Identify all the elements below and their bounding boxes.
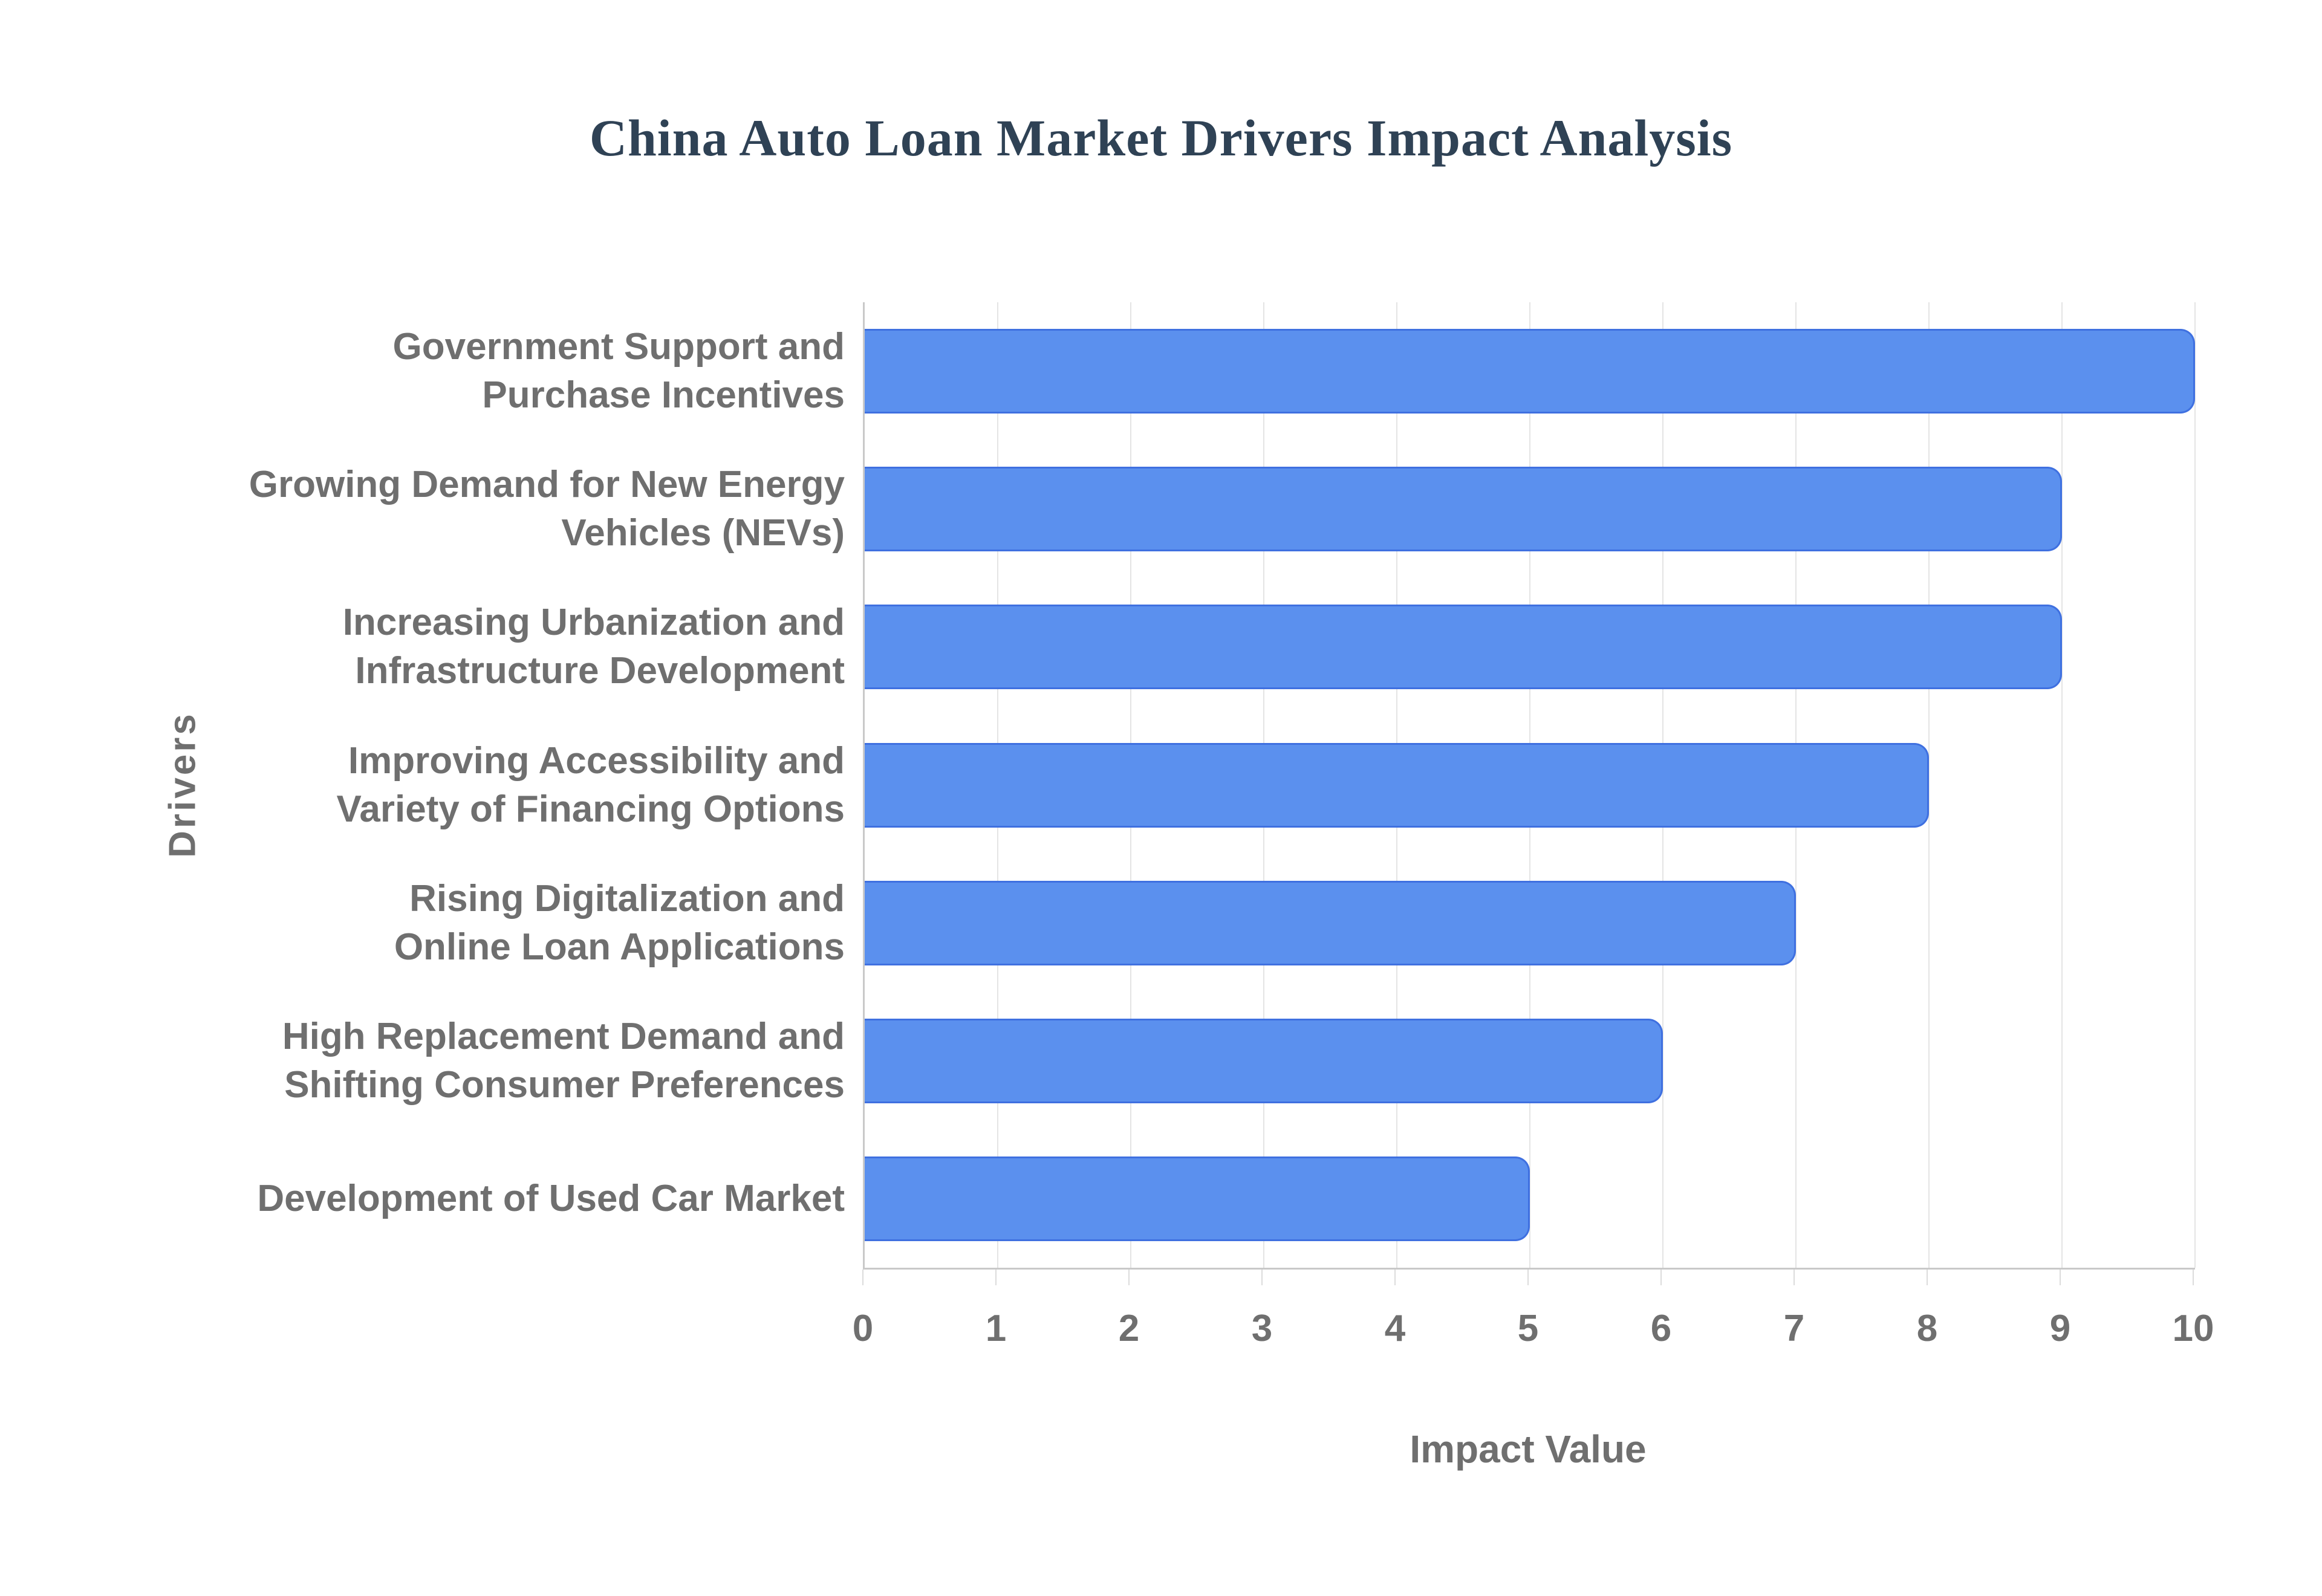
bar-2 xyxy=(865,467,2062,552)
bar-3 xyxy=(865,605,2062,690)
tick-mark-x-1 xyxy=(995,1270,997,1285)
y-axis-label-line: Purchase Incentives xyxy=(482,374,845,417)
x-tick-label-7: 7 xyxy=(1783,1308,1805,1349)
x-tick-label-6: 6 xyxy=(1650,1308,1672,1349)
y-axis-label-line: Increasing Urbanization and xyxy=(342,602,845,644)
y-axis-label-line: Online Loan Applications xyxy=(394,926,845,968)
y-axis-label-line: Development of Used Car Market xyxy=(257,1177,845,1219)
gridline-x-10 xyxy=(2194,302,2196,1268)
x-axis-title: Impact Value xyxy=(1410,1427,1647,1471)
x-tick-label-5: 5 xyxy=(1517,1308,1539,1349)
tick-mark-x-10 xyxy=(2193,1270,2194,1285)
y-axis-label-line: Government Support and xyxy=(392,326,845,368)
x-tick-label-4: 4 xyxy=(1384,1308,1406,1349)
y-axis-label-7: Development of Used Car Market xyxy=(0,1175,845,1223)
y-axis-label-line: High Replacement Demand and xyxy=(282,1015,845,1057)
x-tick-label-3: 3 xyxy=(1251,1308,1273,1349)
gridline-x-9 xyxy=(2061,302,2063,1268)
y-axis-label-6: High Replacement Demand and Shifting Cons… xyxy=(0,1013,845,1109)
y-axis-label-3: Increasing Urbanization and Infrastructur… xyxy=(0,598,845,695)
bar-7 xyxy=(865,1156,1530,1241)
y-axis-label-5: Rising Digitalization and Online Loan App… xyxy=(0,875,845,972)
x-tick-label-2: 2 xyxy=(1118,1308,1140,1349)
x-tick-label-8: 8 xyxy=(1916,1308,1938,1349)
bar-1 xyxy=(865,329,2195,414)
plot-area xyxy=(863,302,2196,1270)
y-axis-label-line: Vehicles (NEVs) xyxy=(561,512,845,554)
gridline-x-8 xyxy=(1928,302,1930,1268)
x-tick-label-1: 1 xyxy=(985,1308,1007,1349)
tick-mark-x-0 xyxy=(862,1270,863,1285)
tick-mark-x-9 xyxy=(2060,1270,2061,1285)
x-tick-label-9: 9 xyxy=(2049,1308,2071,1349)
bar-4 xyxy=(865,742,1929,828)
tick-mark-x-6 xyxy=(1660,1270,1662,1285)
tick-mark-x-4 xyxy=(1394,1270,1396,1285)
tick-mark-x-8 xyxy=(1927,1270,1928,1285)
y-axis-label-1: Government Support and Purchase Incentive… xyxy=(0,323,845,420)
tick-mark-x-5 xyxy=(1527,1270,1529,1285)
bar-5 xyxy=(865,880,1796,965)
y-axis-label-4: Improving Accessibility and Variety of Fi… xyxy=(0,737,845,834)
y-axis-label-line: Improving Accessibility and xyxy=(348,739,845,782)
y-axis-label-line: Infrastructure Development xyxy=(355,650,845,692)
y-axis-label-line: Rising Digitalization and xyxy=(409,877,845,920)
chart-title: China Auto Loan Market Drivers Impact An… xyxy=(589,109,1733,167)
tick-mark-x-3 xyxy=(1261,1270,1263,1285)
y-axis-label-2: Growing Demand for New Energy Vehicles (N… xyxy=(0,461,845,557)
x-tick-label-0: 0 xyxy=(852,1308,874,1349)
tick-mark-x-2 xyxy=(1128,1270,1130,1285)
y-axis-label-line: Variety of Financing Options xyxy=(336,788,845,830)
y-axis-label-line: Shifting Consumer Preferences xyxy=(284,1063,845,1106)
tick-mark-x-7 xyxy=(1794,1270,1795,1285)
y-axis-label-line: Growing Demand for New Energy xyxy=(249,464,845,506)
bar-6 xyxy=(865,1018,1663,1103)
x-tick-label-10: 10 xyxy=(2172,1308,2214,1349)
